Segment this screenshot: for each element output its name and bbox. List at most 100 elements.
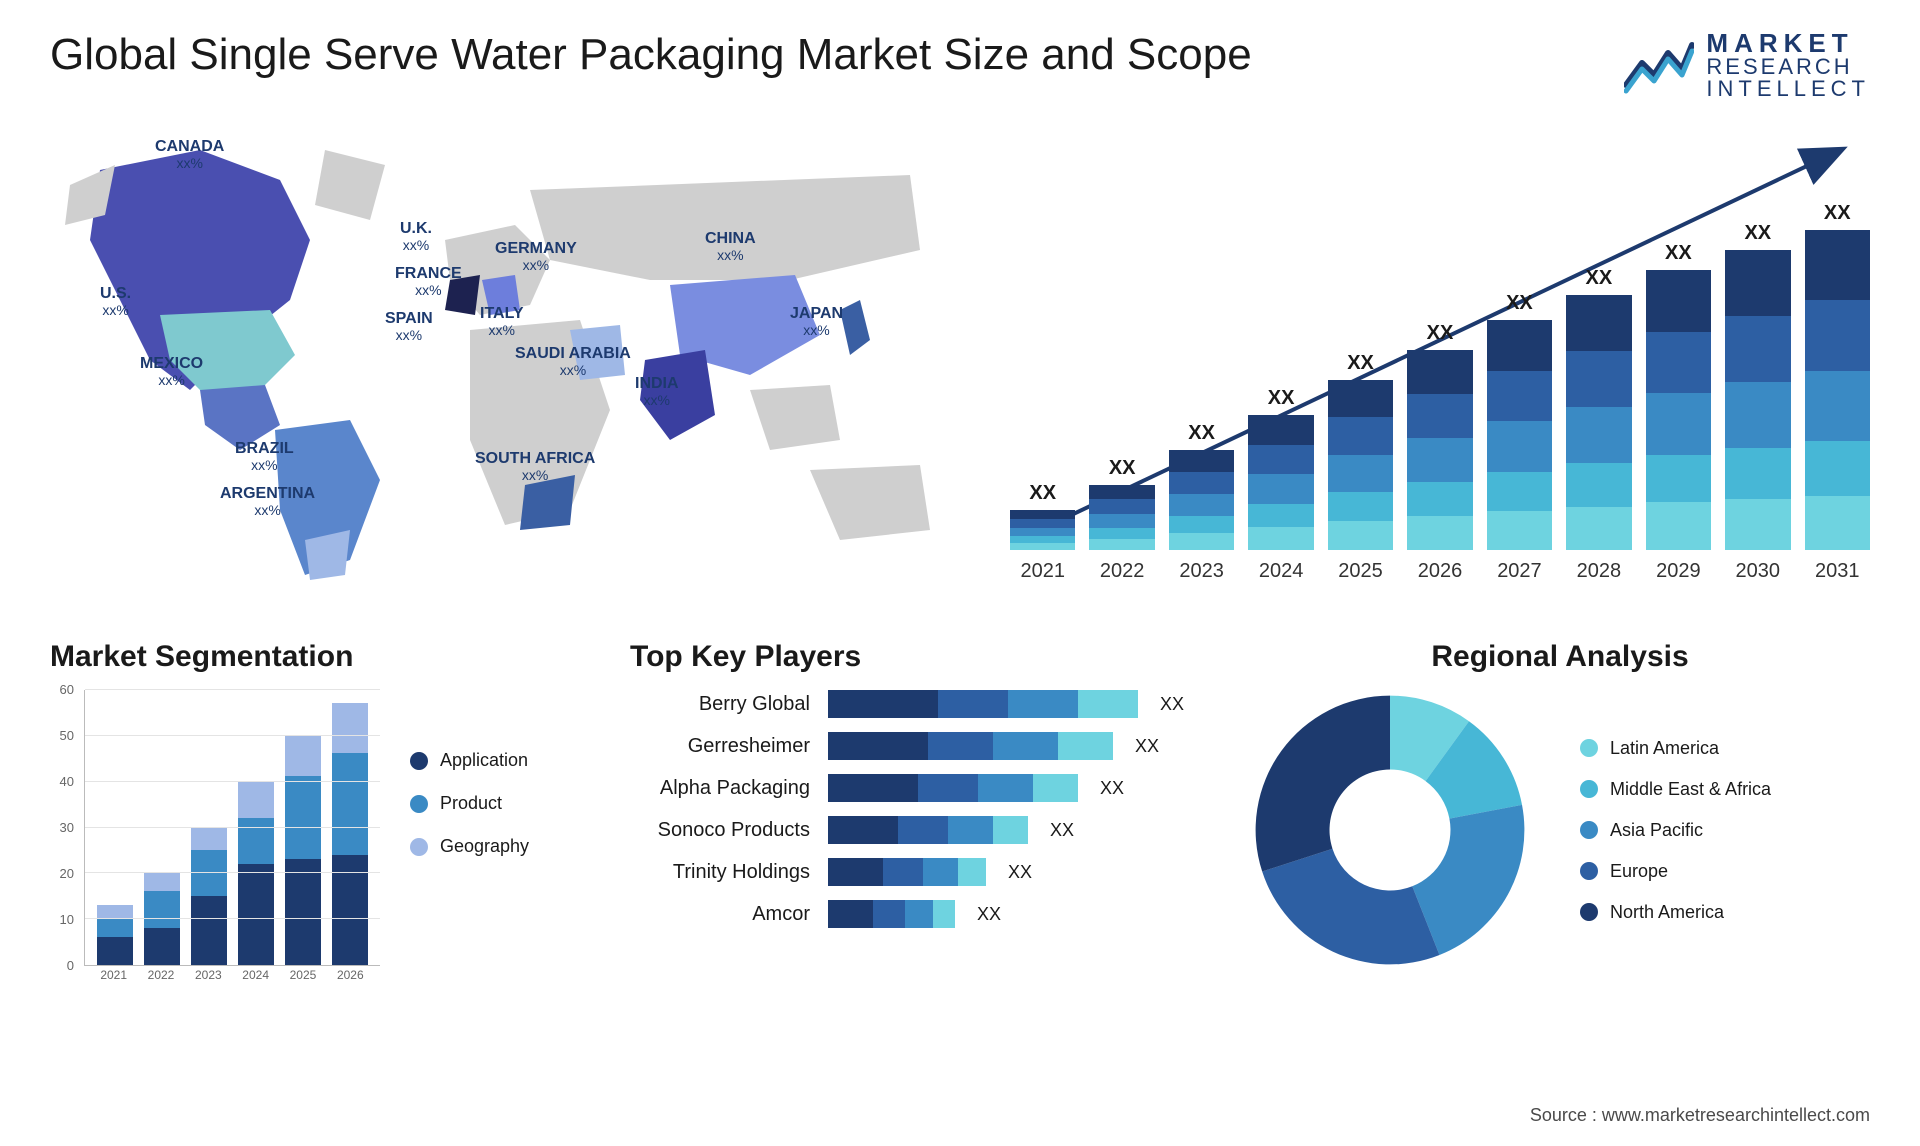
player-bar-segment [1033, 774, 1078, 802]
player-value: XX [977, 904, 1001, 925]
legend-item: Middle East & Africa [1580, 779, 1771, 800]
growth-bar-segment [1487, 472, 1552, 511]
player-row: Alpha PackagingXX [630, 774, 1190, 802]
page-title: Global Single Serve Water Packaging Mark… [50, 30, 1252, 80]
player-bar-segment [1058, 732, 1113, 760]
top-row: CANADAxx%U.S.xx%MEXICOxx%BRAZILxx%ARGENT… [50, 130, 1870, 590]
player-value: XX [1160, 694, 1184, 715]
segmentation-xaxis-label: 2023 [195, 968, 222, 990]
player-bar-segment [938, 690, 1008, 718]
segmentation-bar-segment [238, 864, 274, 965]
segmentation-plot [84, 690, 380, 966]
growth-bar-segment [1328, 492, 1393, 521]
growth-xaxis-label: 2023 [1169, 554, 1234, 590]
growth-bar-segment [1089, 539, 1154, 550]
legend-swatch-icon [410, 795, 428, 813]
player-name: Alpha Packaging [630, 777, 810, 800]
growth-bar-segment [1646, 502, 1711, 550]
legend-label: Asia Pacific [1610, 820, 1703, 841]
growth-bar-segment [1487, 511, 1552, 550]
growth-bar: XX [1407, 350, 1472, 550]
gridline [85, 827, 380, 828]
map-label: FRANCExx% [395, 265, 462, 298]
segmentation-bar-segment [191, 896, 227, 965]
growth-bar-segment [1248, 445, 1313, 475]
donut-slice [1256, 696, 1390, 872]
growth-bar-segment [1407, 516, 1472, 550]
brand-logo: MARKET RESEARCH INTELLECT [1624, 30, 1870, 100]
growth-bar-segment [1566, 351, 1631, 407]
growth-bar: XX [1566, 295, 1631, 550]
legend-label: Latin America [1610, 738, 1719, 759]
growth-xaxis-label: 2025 [1328, 554, 1393, 590]
segmentation-xaxis-label: 2026 [337, 968, 364, 990]
growth-bar-value: XX [1487, 292, 1552, 315]
segmentation-xaxis: 202120222023202420252026 [84, 968, 380, 990]
growth-xaxis-label: 2024 [1248, 554, 1313, 590]
bottom-row: Market Segmentation 0102030405060 202120… [50, 640, 1870, 990]
segmentation-bar-segment [332, 753, 368, 854]
growth-bar-segment [1010, 528, 1075, 537]
gridline [85, 918, 380, 919]
segmentation-bar-segment [238, 818, 274, 864]
player-row: AmcorXX [630, 900, 1190, 928]
growth-bar-segment [1010, 543, 1075, 550]
growth-bar-value: XX [1725, 222, 1790, 245]
growth-bar-value: XX [1407, 322, 1472, 345]
legend-item: Geography [410, 836, 529, 857]
map-label: SPAINxx% [385, 310, 433, 343]
growth-bar: XX [1010, 510, 1075, 550]
growth-bar: XX [1169, 450, 1234, 550]
growth-bar-segment [1328, 521, 1393, 550]
segmentation-bar-segment [97, 905, 133, 919]
growth-bar-value: XX [1646, 242, 1711, 265]
legend-swatch-icon [410, 838, 428, 856]
growth-bar-segment [1089, 485, 1154, 499]
growth-xaxis-label: 2026 [1407, 554, 1472, 590]
growth-bar-segment [1407, 350, 1472, 394]
player-bar [828, 690, 1138, 718]
growth-bar-segment [1169, 494, 1234, 516]
legend-label: Europe [1610, 861, 1668, 882]
player-value: XX [1008, 862, 1032, 883]
segmentation-bar-segment [332, 855, 368, 965]
player-bar-segment [948, 816, 993, 844]
player-bar-segment [905, 900, 933, 928]
segmentation-bar-segment [144, 873, 180, 891]
growth-bar-segment [1805, 230, 1870, 300]
growth-xaxis-label: 2028 [1566, 554, 1631, 590]
segmentation-xaxis-label: 2025 [290, 968, 317, 990]
player-bar-segment [828, 774, 918, 802]
growth-bar-segment [1805, 441, 1870, 495]
legend-label: Middle East & Africa [1610, 779, 1771, 800]
growth-bar-segment [1169, 533, 1234, 550]
growth-xaxis-label: 2029 [1646, 554, 1711, 590]
world-map-panel: CANADAxx%U.S.xx%MEXICOxx%BRAZILxx%ARGENT… [50, 130, 950, 590]
regional-title: Regional Analysis [1250, 640, 1870, 674]
growth-bar: XX [1725, 250, 1790, 550]
growth-bar-segment [1487, 371, 1552, 422]
legend-swatch-icon [1580, 821, 1598, 839]
player-row: Sonoco ProductsXX [630, 816, 1190, 844]
player-bar-segment [928, 732, 993, 760]
map-label: SOUTH AFRICAxx% [475, 450, 595, 483]
logo-mark-icon [1624, 35, 1694, 95]
growth-bar-segment [1407, 482, 1472, 516]
legend-swatch-icon [1580, 780, 1598, 798]
player-value: XX [1050, 820, 1074, 841]
player-bar-segment [958, 858, 986, 886]
gridline [85, 872, 380, 873]
segmentation-bar-segment [285, 735, 321, 776]
growth-bar-value: XX [1010, 482, 1075, 505]
segmentation-yaxis: 0102030405060 [50, 690, 78, 966]
growth-bar: XX [1328, 380, 1393, 550]
growth-bar-segment [1407, 438, 1472, 482]
logo-line-1: MARKET [1706, 30, 1870, 56]
growth-bar: XX [1646, 270, 1711, 550]
growth-bar-segment [1328, 417, 1393, 454]
growth-bar: XX [1487, 320, 1552, 550]
growth-bar-segment [1248, 527, 1313, 550]
player-bar-segment [898, 816, 948, 844]
map-label: SAUDI ARABIAxx% [515, 345, 631, 378]
segmentation-bar-segment [144, 928, 180, 965]
